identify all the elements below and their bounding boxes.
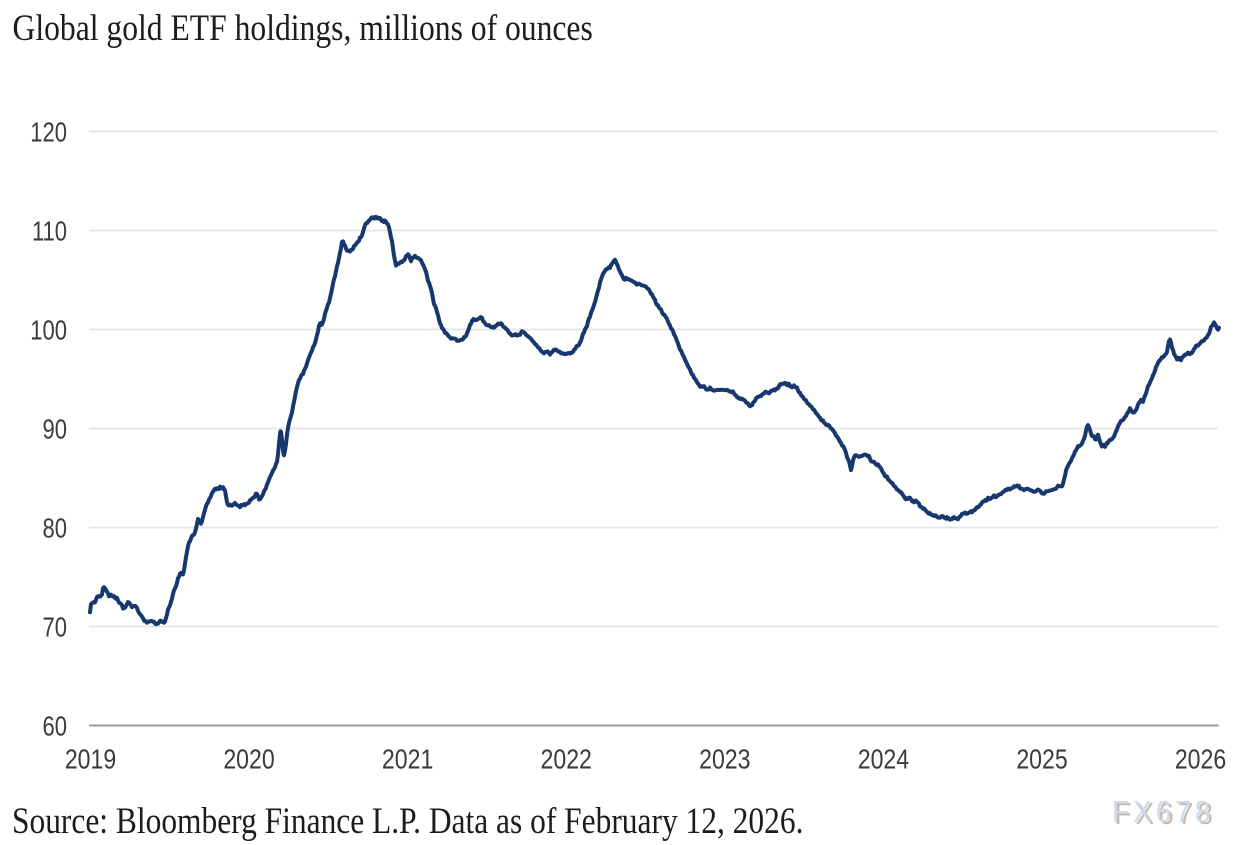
svg-text:2023: 2023: [699, 745, 750, 775]
svg-text:110: 110: [32, 216, 67, 247]
svg-text:FX678: FX678: [1112, 795, 1214, 830]
svg-text:Source: Bloomberg Finance L.P.: Source: Bloomberg Finance L.P. Data as o…: [12, 801, 803, 842]
svg-text:2024: 2024: [858, 745, 909, 775]
svg-text:100: 100: [30, 315, 67, 346]
svg-text:2025: 2025: [1016, 745, 1067, 775]
svg-text:90: 90: [43, 414, 67, 445]
svg-text:2019: 2019: [65, 745, 116, 775]
svg-text:Global gold ETF holdings, mill: Global gold ETF holdings, millions of ou…: [13, 6, 593, 48]
svg-text:60: 60: [43, 711, 67, 742]
svg-text:2020: 2020: [223, 745, 274, 775]
svg-text:80: 80: [43, 513, 67, 544]
svg-text:FX678: FX678: [1115, 797, 1217, 832]
svg-text:2021: 2021: [382, 745, 433, 775]
svg-text:70: 70: [43, 612, 67, 643]
svg-text:2026: 2026: [1175, 745, 1226, 775]
svg-text:120: 120: [30, 117, 67, 148]
svg-text:2022: 2022: [541, 745, 592, 775]
